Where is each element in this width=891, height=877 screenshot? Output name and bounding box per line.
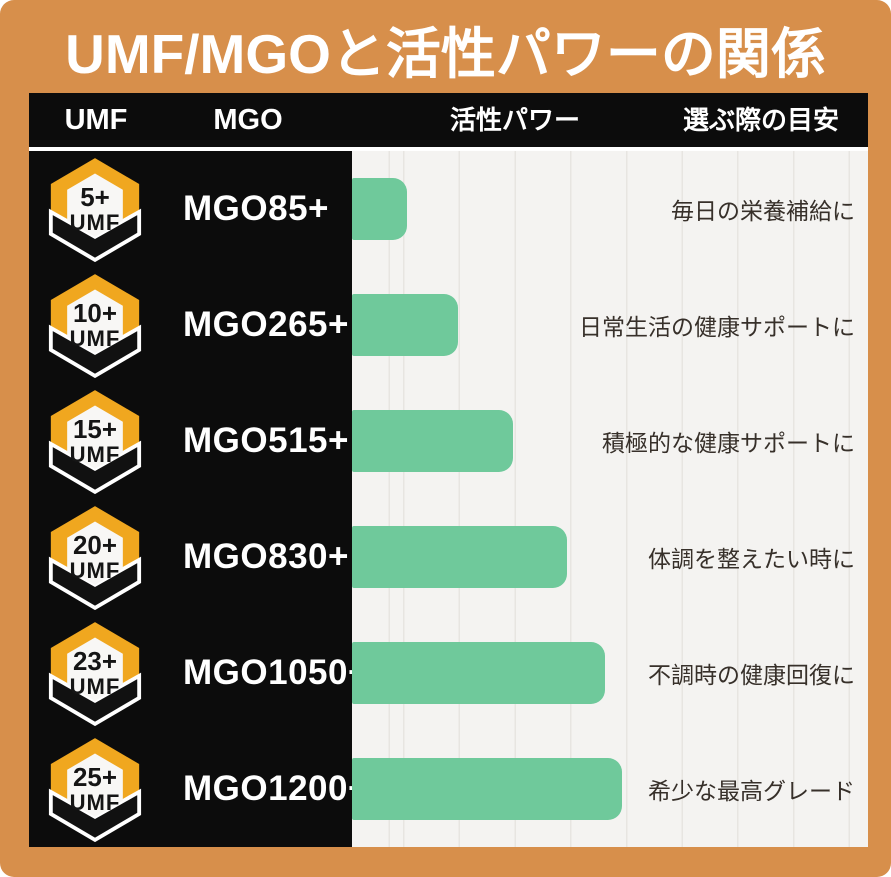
mgo-value-label: MGO515+	[183, 421, 349, 460]
power-chart-cell: 積極的な健康サポートに	[352, 383, 868, 499]
badge-hexagon-white	[67, 637, 123, 701]
power-chart-cell: 毎日の栄養補給に	[352, 151, 868, 267]
badge-umf-label: UMF	[70, 790, 121, 815]
power-bar	[352, 758, 622, 820]
guide-text: 不調時の健康回復に	[648, 662, 855, 688]
badge-hexagon-white	[67, 173, 123, 237]
badge-umf-number: 25+	[73, 764, 117, 792]
power-chart-cell: 日常生活の健康サポートに	[352, 267, 868, 383]
mgo-value-label: MGO265+	[183, 305, 349, 344]
power-bar	[352, 410, 513, 472]
power-bar	[352, 642, 605, 704]
header-mgo: MGO	[213, 104, 283, 136]
power-chart-cell: 希少な最高グレード	[352, 731, 868, 847]
table-body-rows: 5+ UMF MGO85+ 毎日の栄養補給に 10+ UMF MGO265+ 日…	[29, 151, 868, 847]
power-bar	[352, 294, 458, 356]
umf-badge-cell: 23+ UMF	[29, 620, 161, 726]
badge-umf-label: UMF	[70, 210, 121, 235]
umf-badge-icon: 20+ UMF	[48, 506, 142, 610]
table-row: 25+ UMF MGO1200+ 希少な最高グレード	[29, 731, 868, 847]
badge-hexagon-white	[67, 289, 123, 353]
header-umf: UMF	[64, 104, 128, 136]
badge-umf-label: UMF	[70, 442, 121, 467]
guide-text: 体調を整えたい時に	[648, 546, 855, 572]
guide-text: 希少な最高グレード	[648, 778, 855, 804]
badge-umf-number: 20+	[73, 532, 117, 560]
table-row: 23+ UMF MGO1050+ 不調時の健康回復に	[29, 615, 868, 731]
badge-umf-label: UMF	[70, 674, 121, 699]
badge-umf-number: 15+	[73, 416, 117, 444]
badge-umf-label: UMF	[70, 326, 121, 351]
umf-badge-icon: 5+ UMF	[48, 158, 142, 262]
left-black-panel	[29, 151, 352, 847]
power-chart-cell: 体調を整えたい時に	[352, 499, 868, 615]
mgo-value-label: MGO85+	[183, 189, 329, 228]
umf-badge-cell: 20+ UMF	[29, 504, 161, 610]
table-body: 5+ UMF MGO85+ 毎日の栄養補給に 10+ UMF MGO265+ 日…	[29, 151, 868, 847]
umf-badge-cell: 15+ UMF	[29, 388, 161, 494]
badge-umf-number: 23+	[73, 648, 117, 676]
umf-badge-icon: 15+ UMF	[48, 390, 142, 494]
umf-badge-icon: 23+ UMF	[48, 622, 142, 726]
table-header: UMF MGO 活性パワー 選ぶ際の目安	[29, 93, 868, 147]
umf-badge-cell: 10+ UMF	[29, 272, 161, 378]
power-chart-cell: 不調時の健康回復に	[352, 615, 868, 731]
badge-chevron-black	[48, 556, 142, 610]
badge-umf-label: UMF	[70, 558, 121, 583]
table-row: 15+ UMF MGO515+ 積極的な健康サポートに	[29, 383, 868, 499]
mgo-value-label: MGO830+	[183, 537, 349, 576]
umf-badge-icon: 25+ UMF	[48, 738, 142, 842]
header-guide: 選ぶ際の目安	[682, 105, 839, 135]
mgo-value-label: MGO1200+	[183, 769, 369, 808]
umf-badge-cell: 5+ UMF	[29, 156, 161, 262]
table-row: 20+ UMF MGO830+ 体調を整えたい時に	[29, 499, 868, 615]
header-separator	[29, 147, 868, 151]
header-power: 活性パワー	[449, 105, 580, 135]
guide-text: 日常生活の健康サポートに	[579, 314, 855, 340]
table-row: 5+ UMF MGO85+ 毎日の栄養補給に	[29, 151, 868, 267]
badge-hexagon-white	[67, 405, 123, 469]
badge-chevron-black	[48, 788, 142, 842]
table-row: 10+ UMF MGO265+ 日常生活の健康サポートに	[29, 267, 868, 383]
umf-mgo-table: UMF MGO 活性パワー 選ぶ際の目安 5+ UMF MGO85+ 毎日の栄養…	[29, 93, 868, 847]
chart-area-background	[352, 151, 868, 847]
power-bar	[352, 526, 567, 588]
mgo-value-label: MGO1050+	[183, 653, 369, 692]
power-bar	[352, 178, 407, 240]
badge-umf-number: 5+	[80, 184, 110, 212]
guide-text: 毎日の栄養補給に	[671, 198, 855, 224]
badge-chevron-black	[48, 672, 142, 726]
umf-badge-cell: 25+ UMF	[29, 736, 161, 842]
page-title: UMF/MGOと活性パワーの関係	[65, 23, 826, 85]
badge-hexagon-white	[67, 753, 123, 817]
guide-text: 積極的な健康サポートに	[602, 430, 855, 456]
badge-umf-number: 10+	[73, 300, 117, 328]
umf-badge-icon: 10+ UMF	[48, 274, 142, 378]
badge-hexagon-white	[67, 521, 123, 585]
